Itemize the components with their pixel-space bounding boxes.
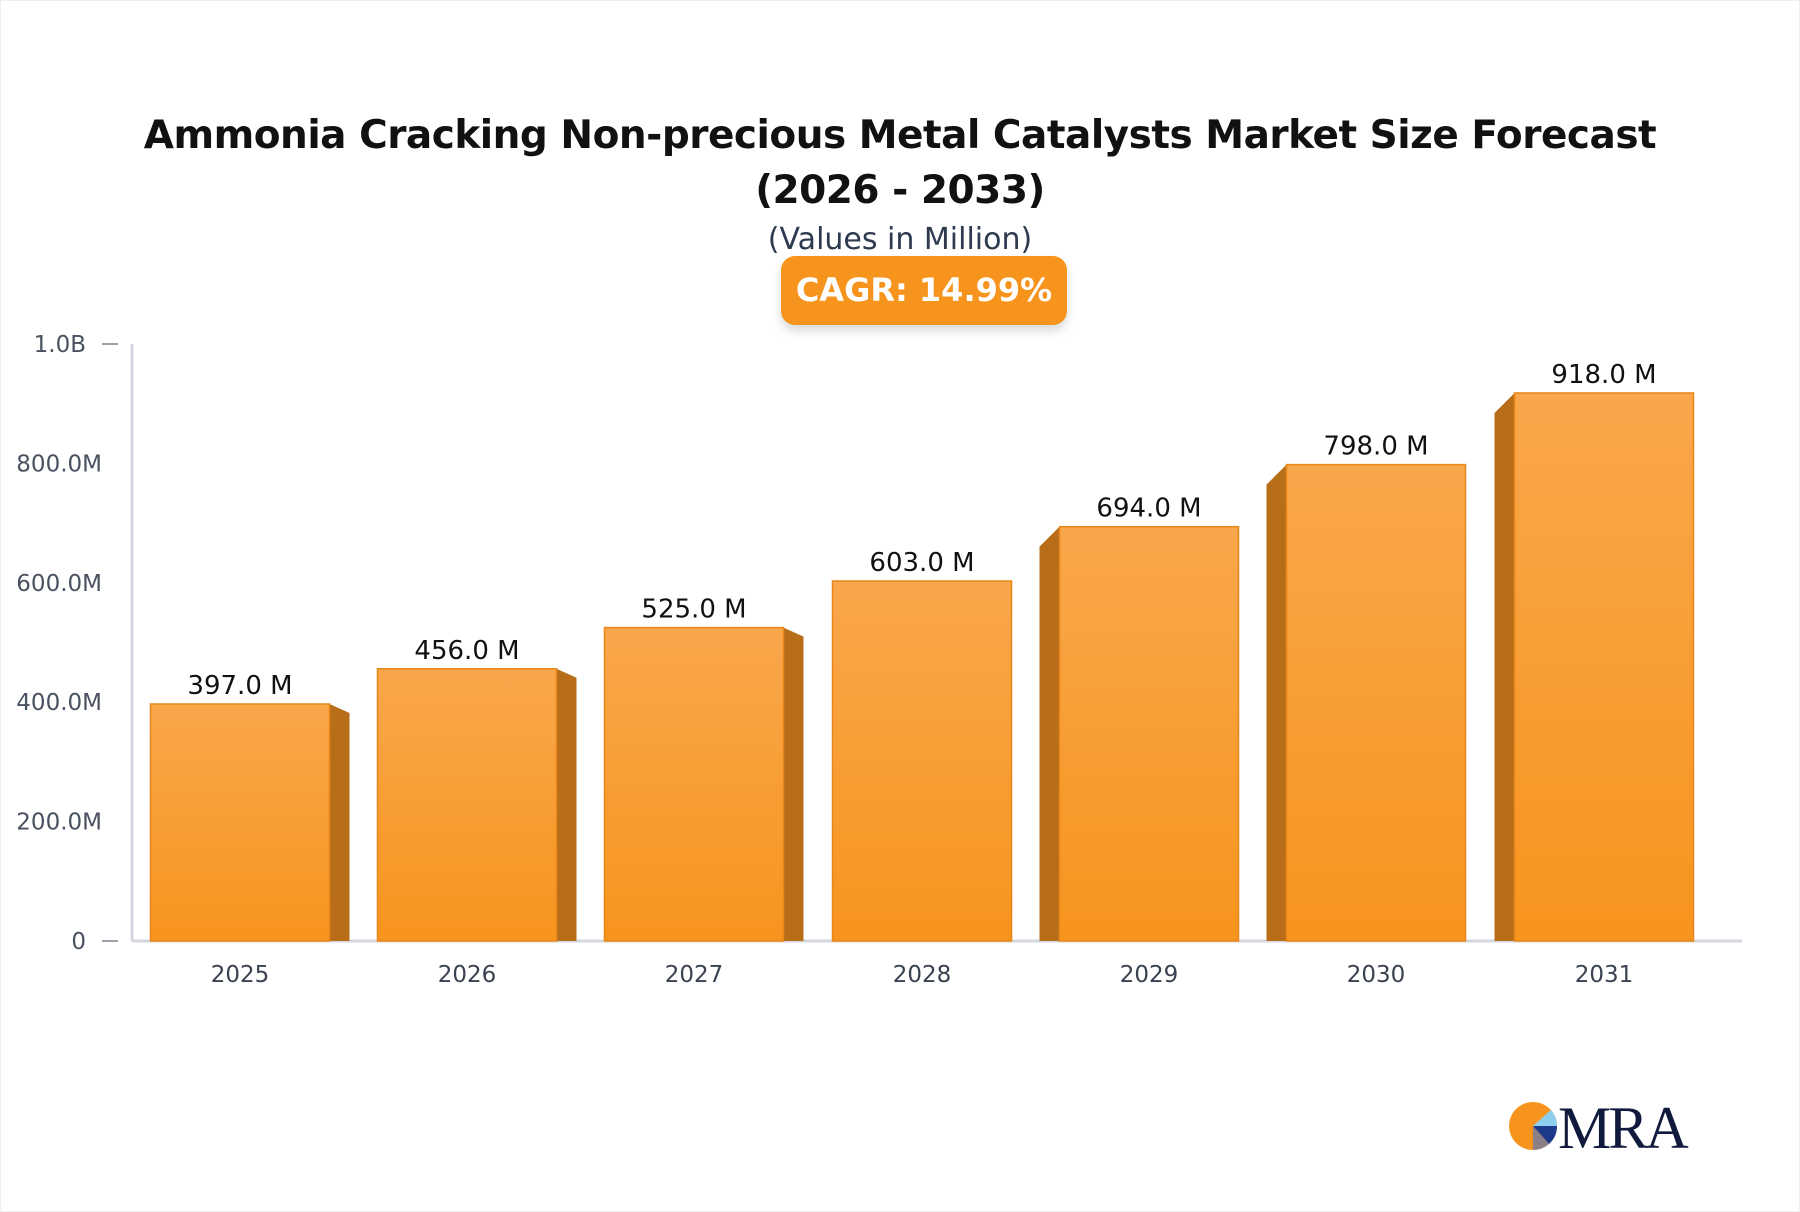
data-label: 456.0 M xyxy=(414,636,519,666)
mra-logo: MRA xyxy=(1506,1098,1696,1154)
data-label: 525.0 M xyxy=(641,595,746,625)
bar xyxy=(376,668,558,942)
data-label: 397.0 M xyxy=(187,671,292,701)
chart-subtitle: (Values in Million) xyxy=(767,222,1033,257)
x-tick-label: 2027 xyxy=(665,962,724,988)
bar-side xyxy=(1266,464,1287,941)
y-tick-label: 0 xyxy=(71,929,86,955)
y-tick-label: 1.0B xyxy=(34,332,86,358)
bar-side xyxy=(783,627,804,941)
bar xyxy=(1285,463,1467,942)
y-tick-label: 600.0M xyxy=(16,571,102,597)
y-tick-label: 200.0M xyxy=(16,810,102,836)
logo-text: MRA xyxy=(1558,1098,1688,1154)
x-tick-label: 2030 xyxy=(1347,962,1406,988)
y-tick-label: 800.0M xyxy=(16,451,102,477)
bar-side xyxy=(1494,392,1515,942)
bar-side xyxy=(329,703,350,941)
bar-side xyxy=(1039,526,1060,941)
chart-title: Ammonia Cracking Non-precious Metal Cata… xyxy=(143,113,1657,213)
bar xyxy=(149,703,331,942)
bar xyxy=(831,580,1013,942)
y-tick-label: 400.0M xyxy=(16,690,102,716)
cagr-badge: CAGR: 14.99% xyxy=(781,256,1067,325)
bar xyxy=(1513,392,1695,942)
x-tick-label: 2031 xyxy=(1575,962,1634,988)
bar xyxy=(1058,525,1240,942)
data-label: 918.0 M xyxy=(1551,360,1656,390)
x-tick-label: 2025 xyxy=(211,962,270,988)
x-tick-label: 2029 xyxy=(1120,962,1179,988)
bar xyxy=(603,626,785,942)
bar-side xyxy=(556,668,577,941)
x-tick-label: 2026 xyxy=(438,962,497,988)
data-label: 694.0 M xyxy=(1096,494,1201,524)
data-label: 603.0 M xyxy=(869,548,974,578)
data-label: 798.0 M xyxy=(1323,432,1428,462)
x-tick-label: 2028 xyxy=(893,962,952,988)
